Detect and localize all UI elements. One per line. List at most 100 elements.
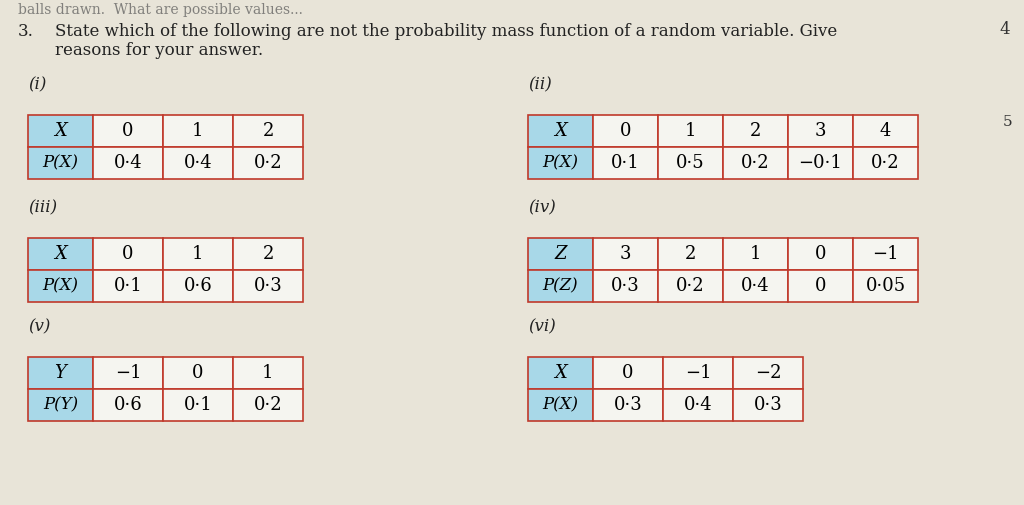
- Bar: [93, 357, 163, 389]
- Text: 0: 0: [122, 122, 134, 140]
- Bar: [658, 270, 723, 302]
- Text: 0·6: 0·6: [114, 396, 142, 414]
- Bar: [528, 389, 593, 421]
- Bar: [593, 147, 658, 179]
- Text: Z: Z: [554, 245, 566, 263]
- Bar: [853, 115, 918, 147]
- Text: 2: 2: [685, 245, 696, 263]
- Bar: [788, 115, 853, 147]
- Bar: [163, 270, 233, 302]
- Bar: [233, 115, 303, 147]
- Bar: [93, 238, 163, 270]
- Text: 1: 1: [193, 245, 204, 263]
- Text: −1: −1: [685, 364, 712, 382]
- Bar: [853, 238, 918, 270]
- Bar: [788, 270, 853, 302]
- Text: 0·2: 0·2: [676, 277, 705, 295]
- Bar: [663, 357, 733, 389]
- Bar: [163, 389, 233, 421]
- Text: 0·3: 0·3: [254, 277, 283, 295]
- Bar: [723, 115, 788, 147]
- Text: 4: 4: [999, 21, 1010, 38]
- Bar: [853, 270, 918, 302]
- Bar: [593, 115, 658, 147]
- Bar: [658, 115, 723, 147]
- Bar: [733, 357, 803, 389]
- Bar: [93, 115, 163, 147]
- Bar: [93, 389, 163, 421]
- Text: 0·1: 0·1: [183, 396, 212, 414]
- Bar: [163, 115, 233, 147]
- Bar: [723, 238, 788, 270]
- Text: 0·5: 0·5: [676, 154, 705, 172]
- Bar: [658, 238, 723, 270]
- Text: (v): (v): [28, 318, 50, 335]
- Bar: [163, 238, 233, 270]
- Text: 0·3: 0·3: [611, 277, 640, 295]
- Bar: [528, 357, 593, 389]
- Bar: [233, 270, 303, 302]
- Text: X: X: [554, 122, 567, 140]
- Text: −2: −2: [755, 364, 781, 382]
- Text: (iv): (iv): [528, 199, 556, 216]
- Bar: [733, 389, 803, 421]
- Text: 0·4: 0·4: [741, 277, 770, 295]
- Text: X: X: [54, 122, 67, 140]
- Text: 2: 2: [750, 122, 761, 140]
- Bar: [233, 147, 303, 179]
- Bar: [28, 147, 93, 179]
- Text: 1: 1: [193, 122, 204, 140]
- Text: 0·1: 0·1: [114, 277, 142, 295]
- Text: 0: 0: [122, 245, 134, 263]
- Text: 0·2: 0·2: [254, 154, 283, 172]
- Text: 2: 2: [262, 122, 273, 140]
- Text: P(X): P(X): [543, 396, 579, 414]
- Text: (vi): (vi): [528, 318, 556, 335]
- Text: P(X): P(X): [43, 278, 79, 294]
- Bar: [93, 270, 163, 302]
- Bar: [788, 238, 853, 270]
- Text: 4: 4: [880, 122, 891, 140]
- Text: reasons for your answer.: reasons for your answer.: [55, 42, 263, 59]
- Text: 3: 3: [620, 245, 631, 263]
- Bar: [723, 147, 788, 179]
- Bar: [28, 389, 93, 421]
- Bar: [788, 147, 853, 179]
- Text: 5: 5: [1002, 115, 1012, 129]
- Bar: [163, 147, 233, 179]
- Text: (ii): (ii): [528, 76, 552, 93]
- Text: 0·4: 0·4: [684, 396, 713, 414]
- Text: 0·3: 0·3: [754, 396, 782, 414]
- Text: balls drawn.  What are possible values...: balls drawn. What are possible values...: [18, 3, 303, 17]
- Bar: [233, 389, 303, 421]
- Bar: [28, 357, 93, 389]
- Text: P(X): P(X): [543, 155, 579, 172]
- Text: (iii): (iii): [28, 199, 57, 216]
- Text: 1: 1: [685, 122, 696, 140]
- Text: P(X): P(X): [43, 155, 79, 172]
- Bar: [658, 147, 723, 179]
- Bar: [723, 270, 788, 302]
- Bar: [593, 270, 658, 302]
- Bar: [28, 115, 93, 147]
- Text: 0·2: 0·2: [871, 154, 900, 172]
- Text: 0·05: 0·05: [865, 277, 905, 295]
- Text: 0: 0: [815, 245, 826, 263]
- Text: 1: 1: [750, 245, 761, 263]
- Text: 3: 3: [815, 122, 826, 140]
- Text: 0·2: 0·2: [254, 396, 283, 414]
- Bar: [528, 270, 593, 302]
- Bar: [528, 115, 593, 147]
- Text: 0·3: 0·3: [613, 396, 642, 414]
- Bar: [233, 357, 303, 389]
- Bar: [93, 147, 163, 179]
- Text: Y: Y: [54, 364, 67, 382]
- Text: 0·4: 0·4: [183, 154, 212, 172]
- Text: X: X: [554, 364, 567, 382]
- Bar: [528, 147, 593, 179]
- Bar: [233, 238, 303, 270]
- Bar: [663, 389, 733, 421]
- Text: 0: 0: [623, 364, 634, 382]
- Bar: [593, 357, 663, 389]
- Bar: [528, 238, 593, 270]
